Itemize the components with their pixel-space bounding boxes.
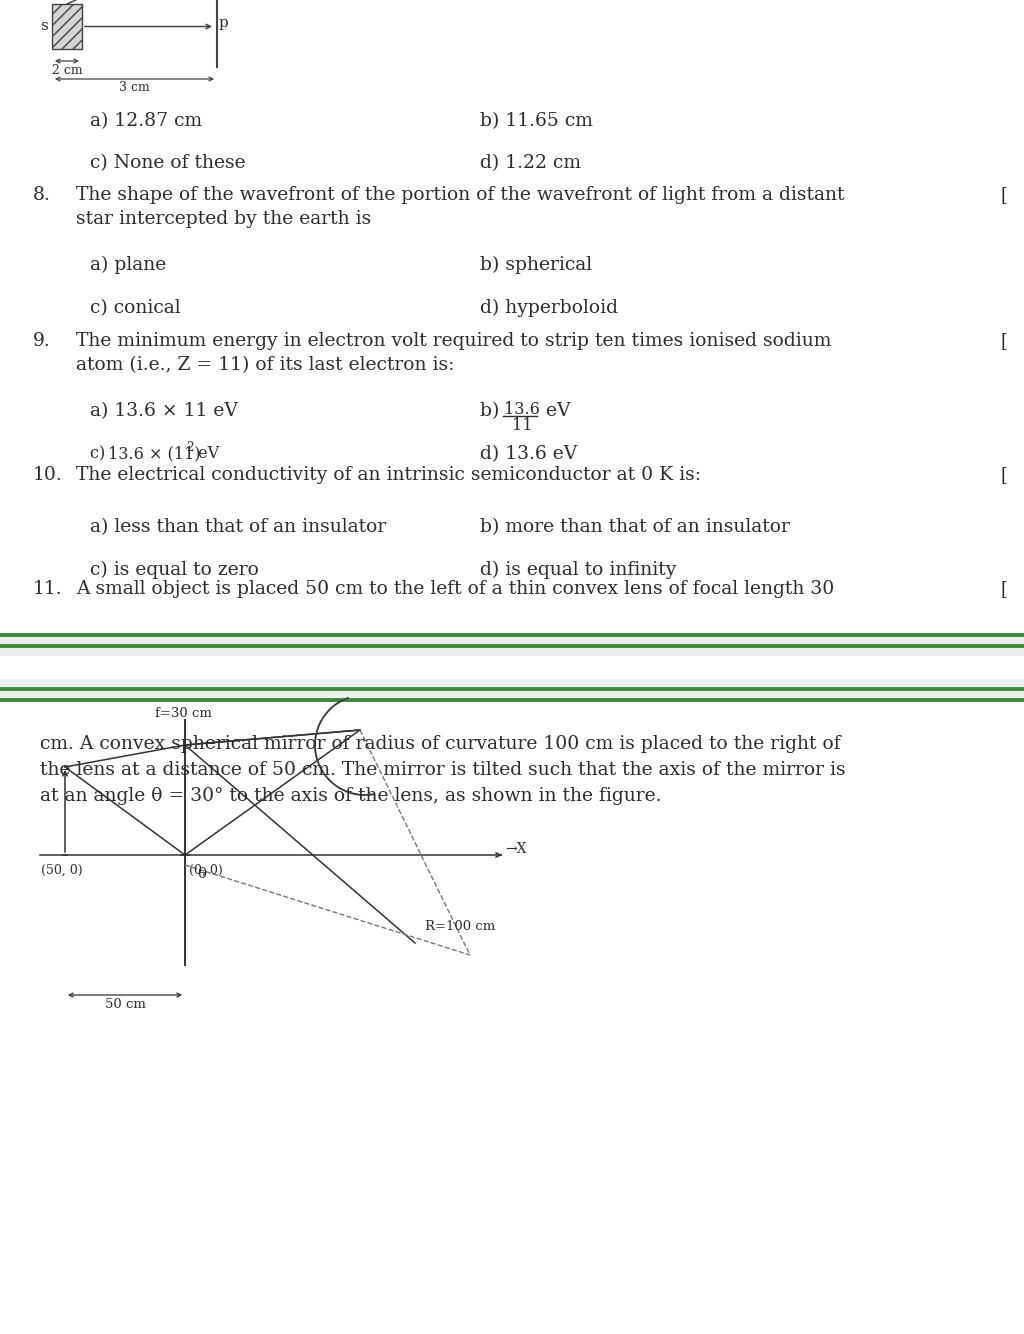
Text: A small object is placed 50 cm to the left of a thin convex lens of focal length: A small object is placed 50 cm to the le… bbox=[76, 580, 835, 598]
Text: cm. A convex spherical mirror of radius of curvature 100 cm is placed to the rig: cm. A convex spherical mirror of radius … bbox=[40, 735, 841, 752]
Text: 2 cm: 2 cm bbox=[52, 64, 83, 77]
Text: eV: eV bbox=[193, 446, 219, 462]
Text: 8.: 8. bbox=[33, 185, 51, 204]
Text: 13.6 × (11): 13.6 × (11) bbox=[108, 446, 201, 462]
Text: p: p bbox=[219, 16, 228, 31]
Text: the lens at a distance of 50 cm. The mirror is tilted such that the axis of the : the lens at a distance of 50 cm. The mir… bbox=[40, 760, 846, 779]
Text: The electrical conductivity of an intrinsic semiconductor at 0 K is:: The electrical conductivity of an intrin… bbox=[76, 466, 701, 484]
Text: 10.: 10. bbox=[33, 466, 62, 484]
Text: f=30 cm: f=30 cm bbox=[155, 707, 212, 720]
Text: b) more than that of an insulator: b) more than that of an insulator bbox=[480, 518, 790, 536]
Text: a) less than that of an insulator: a) less than that of an insulator bbox=[90, 518, 386, 536]
Text: 3 cm: 3 cm bbox=[119, 81, 150, 93]
Text: c) conical: c) conical bbox=[90, 299, 180, 317]
Bar bbox=[0, 635, 1024, 700]
Text: [: [ bbox=[1000, 466, 1007, 484]
Text: b) 11.65 cm: b) 11.65 cm bbox=[480, 112, 593, 129]
Bar bbox=[52, 4, 82, 49]
Text: 9.: 9. bbox=[33, 332, 51, 350]
Text: star intercepted by the earth is: star intercepted by the earth is bbox=[76, 209, 372, 228]
Text: R=100 cm: R=100 cm bbox=[425, 920, 496, 932]
Text: b): b) bbox=[480, 402, 506, 420]
Text: d) hyperboloid: d) hyperboloid bbox=[480, 299, 618, 317]
Text: 50 cm: 50 cm bbox=[104, 998, 145, 1011]
Text: c) is equal to zero: c) is equal to zero bbox=[90, 562, 259, 579]
Text: c): c) bbox=[90, 446, 111, 462]
Text: d) is equal to infinity: d) is equal to infinity bbox=[480, 562, 677, 579]
Text: at an angle θ = 30° to the axis of the lens, as shown in the figure.: at an angle θ = 30° to the axis of the l… bbox=[40, 787, 662, 804]
Text: [: [ bbox=[1000, 332, 1007, 350]
Text: 11.: 11. bbox=[33, 580, 62, 598]
Text: [: [ bbox=[1000, 580, 1007, 598]
Text: a) plane: a) plane bbox=[90, 256, 166, 275]
Text: d) 13.6 eV: d) 13.6 eV bbox=[480, 446, 578, 463]
Bar bbox=[0, 656, 1024, 679]
Text: 11: 11 bbox=[512, 418, 532, 434]
Text: The shape of the wavefront of the portion of the wavefront of light from a dista: The shape of the wavefront of the portio… bbox=[76, 185, 845, 204]
Text: atom (i.e., Z = 11) of its last electron is:: atom (i.e., Z = 11) of its last electron… bbox=[76, 356, 455, 374]
Text: [: [ bbox=[1000, 185, 1007, 204]
Text: (0, 0): (0, 0) bbox=[189, 864, 223, 876]
Text: 13.6: 13.6 bbox=[504, 402, 540, 418]
Text: eV: eV bbox=[540, 402, 570, 420]
Text: a) 13.6 × 11 eV: a) 13.6 × 11 eV bbox=[90, 402, 238, 420]
Text: θ: θ bbox=[197, 867, 206, 880]
Text: a) 12.87 cm: a) 12.87 cm bbox=[90, 112, 202, 129]
Text: b) spherical: b) spherical bbox=[480, 256, 592, 275]
Text: s: s bbox=[40, 20, 48, 33]
Text: d) 1.22 cm: d) 1.22 cm bbox=[480, 153, 581, 172]
Text: c) None of these: c) None of these bbox=[90, 153, 246, 172]
Text: The minimum energy in electron volt required to strip ten times ionised sodium: The minimum energy in electron volt requ… bbox=[76, 332, 831, 350]
Text: (50, 0): (50, 0) bbox=[41, 864, 83, 876]
Text: →X: →X bbox=[505, 842, 526, 856]
Text: 2: 2 bbox=[186, 442, 194, 454]
